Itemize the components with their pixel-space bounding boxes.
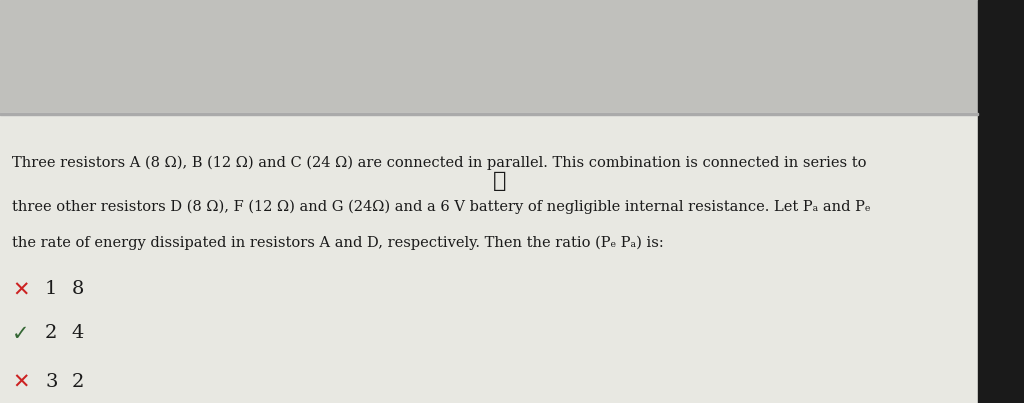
Text: 2: 2 [72,373,84,391]
Bar [0,113,978,403]
Text: 2: 2 [45,324,57,343]
Text: three other resistors D (8 Ω), F (12 Ω) and G (24Ω) and a 6 V battery of negligi: three other resistors D (8 Ω), F (12 Ω) … [12,199,870,214]
Bar [0,0,978,113]
Text: 8: 8 [72,280,84,298]
Text: 3: 3 [45,373,57,391]
Text: ⌕: ⌕ [493,171,507,191]
Text: ✕: ✕ [12,280,30,300]
Bar [0,113,978,115]
Text: 4: 4 [72,324,84,343]
Text: the rate of energy dissipated in resistors A and D, respectively. Then the ratio: the rate of energy dissipated in resisto… [12,236,664,250]
Text: Three resistors A (8 Ω), B (12 Ω) and C (24 Ω) are connected in parallel. This c: Three resistors A (8 Ω), B (12 Ω) and C … [12,155,866,170]
Text: ✕: ✕ [12,373,30,393]
Bar [978,0,1024,403]
Text: 1: 1 [45,280,57,298]
Text: ✓: ✓ [12,324,30,345]
